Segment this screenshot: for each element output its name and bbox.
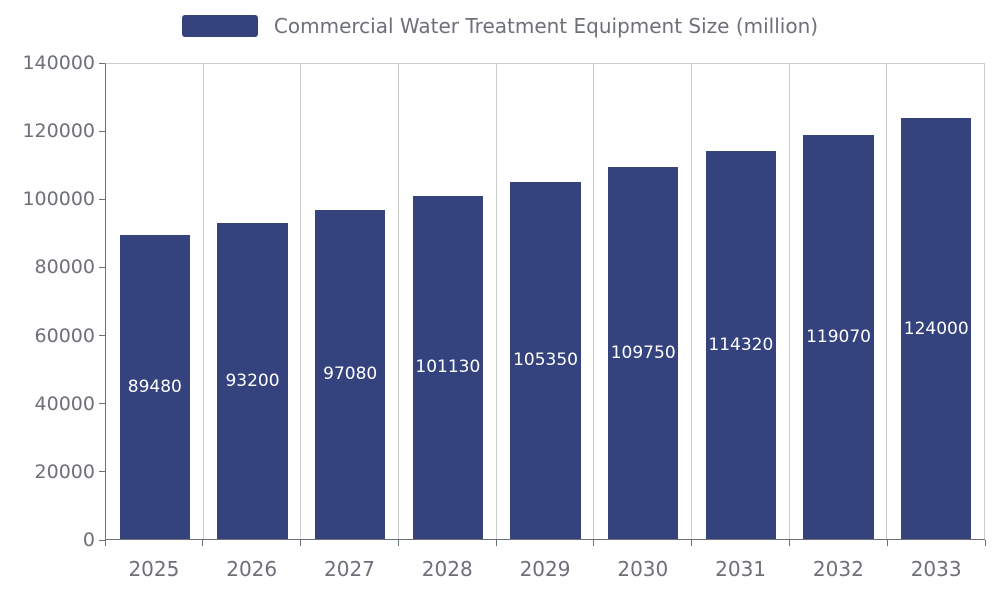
x-axis-tick	[788, 540, 790, 546]
bar-2031[interactable]: 114320	[705, 151, 777, 539]
x-axis-tick	[104, 540, 106, 546]
x-axis-label: 2033	[910, 557, 962, 581]
legend-marker	[181, 15, 258, 37]
bar-2030[interactable]: 109750	[608, 166, 679, 539]
y-axis-label: 120000	[22, 120, 95, 143]
bar-cell: 124000	[887, 64, 985, 539]
x-axis-tick	[691, 540, 693, 546]
gridline	[886, 64, 888, 539]
bar-2026[interactable]: 93200	[217, 222, 288, 539]
x-axis-label: 2031	[715, 557, 767, 581]
x-axis-tick	[397, 540, 399, 546]
bar-value-label: 93200	[225, 370, 280, 391]
y-axis-label: 40000	[34, 392, 95, 415]
x-axis-tick	[886, 540, 888, 546]
y-axis: 0 20000 40000 60000 80000 100000 120000 140000	[0, 52, 95, 551]
x-axis-ticks	[104, 540, 986, 546]
y-axis-label: 0	[82, 529, 95, 551]
bar-value-label: 101130	[415, 357, 481, 378]
bar-value-label: 97080	[323, 364, 378, 385]
gridline	[593, 64, 595, 539]
plot-area: 89480 93200 97080 101130 105350 109750 114320 1…	[105, 63, 985, 540]
x-axis-label: 2029	[519, 557, 571, 581]
x-axis-tick	[984, 540, 986, 546]
bar-value-label: 105350	[513, 350, 578, 371]
bar-cell: 109750	[594, 64, 692, 539]
gridline	[788, 64, 790, 539]
gridline	[690, 64, 692, 539]
y-axis-tick	[99, 471, 105, 473]
y-axis-label: 20000	[34, 460, 95, 483]
x-axis-label: 2027	[324, 557, 375, 581]
bar-cell: 119070	[790, 64, 888, 539]
bar-cell: 105350	[497, 64, 595, 539]
gridline	[397, 64, 399, 539]
bar-2032[interactable]: 119070	[803, 135, 874, 539]
y-axis-tick	[99, 198, 105, 200]
bar-2029[interactable]: 105350	[510, 181, 581, 539]
bar-value-label: 89480	[127, 377, 182, 398]
y-axis-tick	[99, 335, 105, 337]
x-axis: 2025 2026 2027 2028 2029 2030 2031 2032 2033	[105, 557, 985, 581]
legend[interactable]: Commercial Water Treatment Equipment Siz…	[0, 14, 1000, 38]
y-axis-tick	[99, 403, 105, 405]
y-axis-label: 60000	[34, 324, 95, 347]
bar-cell: 101130	[399, 64, 497, 539]
x-axis-label: 2025	[128, 557, 180, 581]
x-axis-tick	[202, 540, 204, 546]
bar-2027[interactable]: 97080	[315, 209, 386, 539]
bar-value-label: 119070	[806, 327, 871, 348]
bar-value-label: 109750	[610, 342, 676, 363]
gridline	[300, 64, 302, 539]
bar-series: 89480 93200 97080 101130 105350 109750 114320 1…	[106, 64, 985, 539]
y-axis-tick	[99, 130, 105, 132]
bar-cell: 93200	[204, 64, 302, 539]
chart-title: Commercial Water Treatment Equipment Siz…	[273, 14, 819, 38]
gridline	[202, 64, 204, 539]
bar-value-label: 114320	[708, 335, 774, 356]
x-axis-label: 2032	[812, 557, 864, 581]
x-axis-tick	[593, 540, 595, 546]
y-axis-tick	[99, 62, 105, 64]
y-axis-label: 140000	[22, 52, 95, 74]
gridline	[984, 64, 985, 539]
gridline	[495, 64, 497, 539]
bar-cell: 97080	[301, 64, 399, 539]
bar-2025[interactable]: 89480	[119, 235, 190, 539]
y-axis-tick	[99, 266, 105, 268]
bar-value-label: 124000	[903, 318, 969, 339]
x-axis-tick	[495, 540, 497, 546]
bar-2033[interactable]: 124000	[901, 118, 972, 539]
bar-cell: 114320	[692, 64, 790, 539]
bar-cell: 89480	[106, 64, 204, 539]
y-axis-tick	[99, 539, 105, 541]
y-axis-label: 80000	[34, 256, 95, 279]
x-axis-label: 2028	[421, 557, 473, 581]
x-axis-tick	[300, 540, 302, 546]
x-axis-label: 2026	[226, 557, 278, 581]
y-axis-ticks	[99, 62, 105, 541]
y-axis-label: 100000	[22, 188, 95, 211]
bar-2028[interactable]: 101130	[412, 195, 483, 539]
x-axis-label: 2030	[617, 557, 669, 581]
